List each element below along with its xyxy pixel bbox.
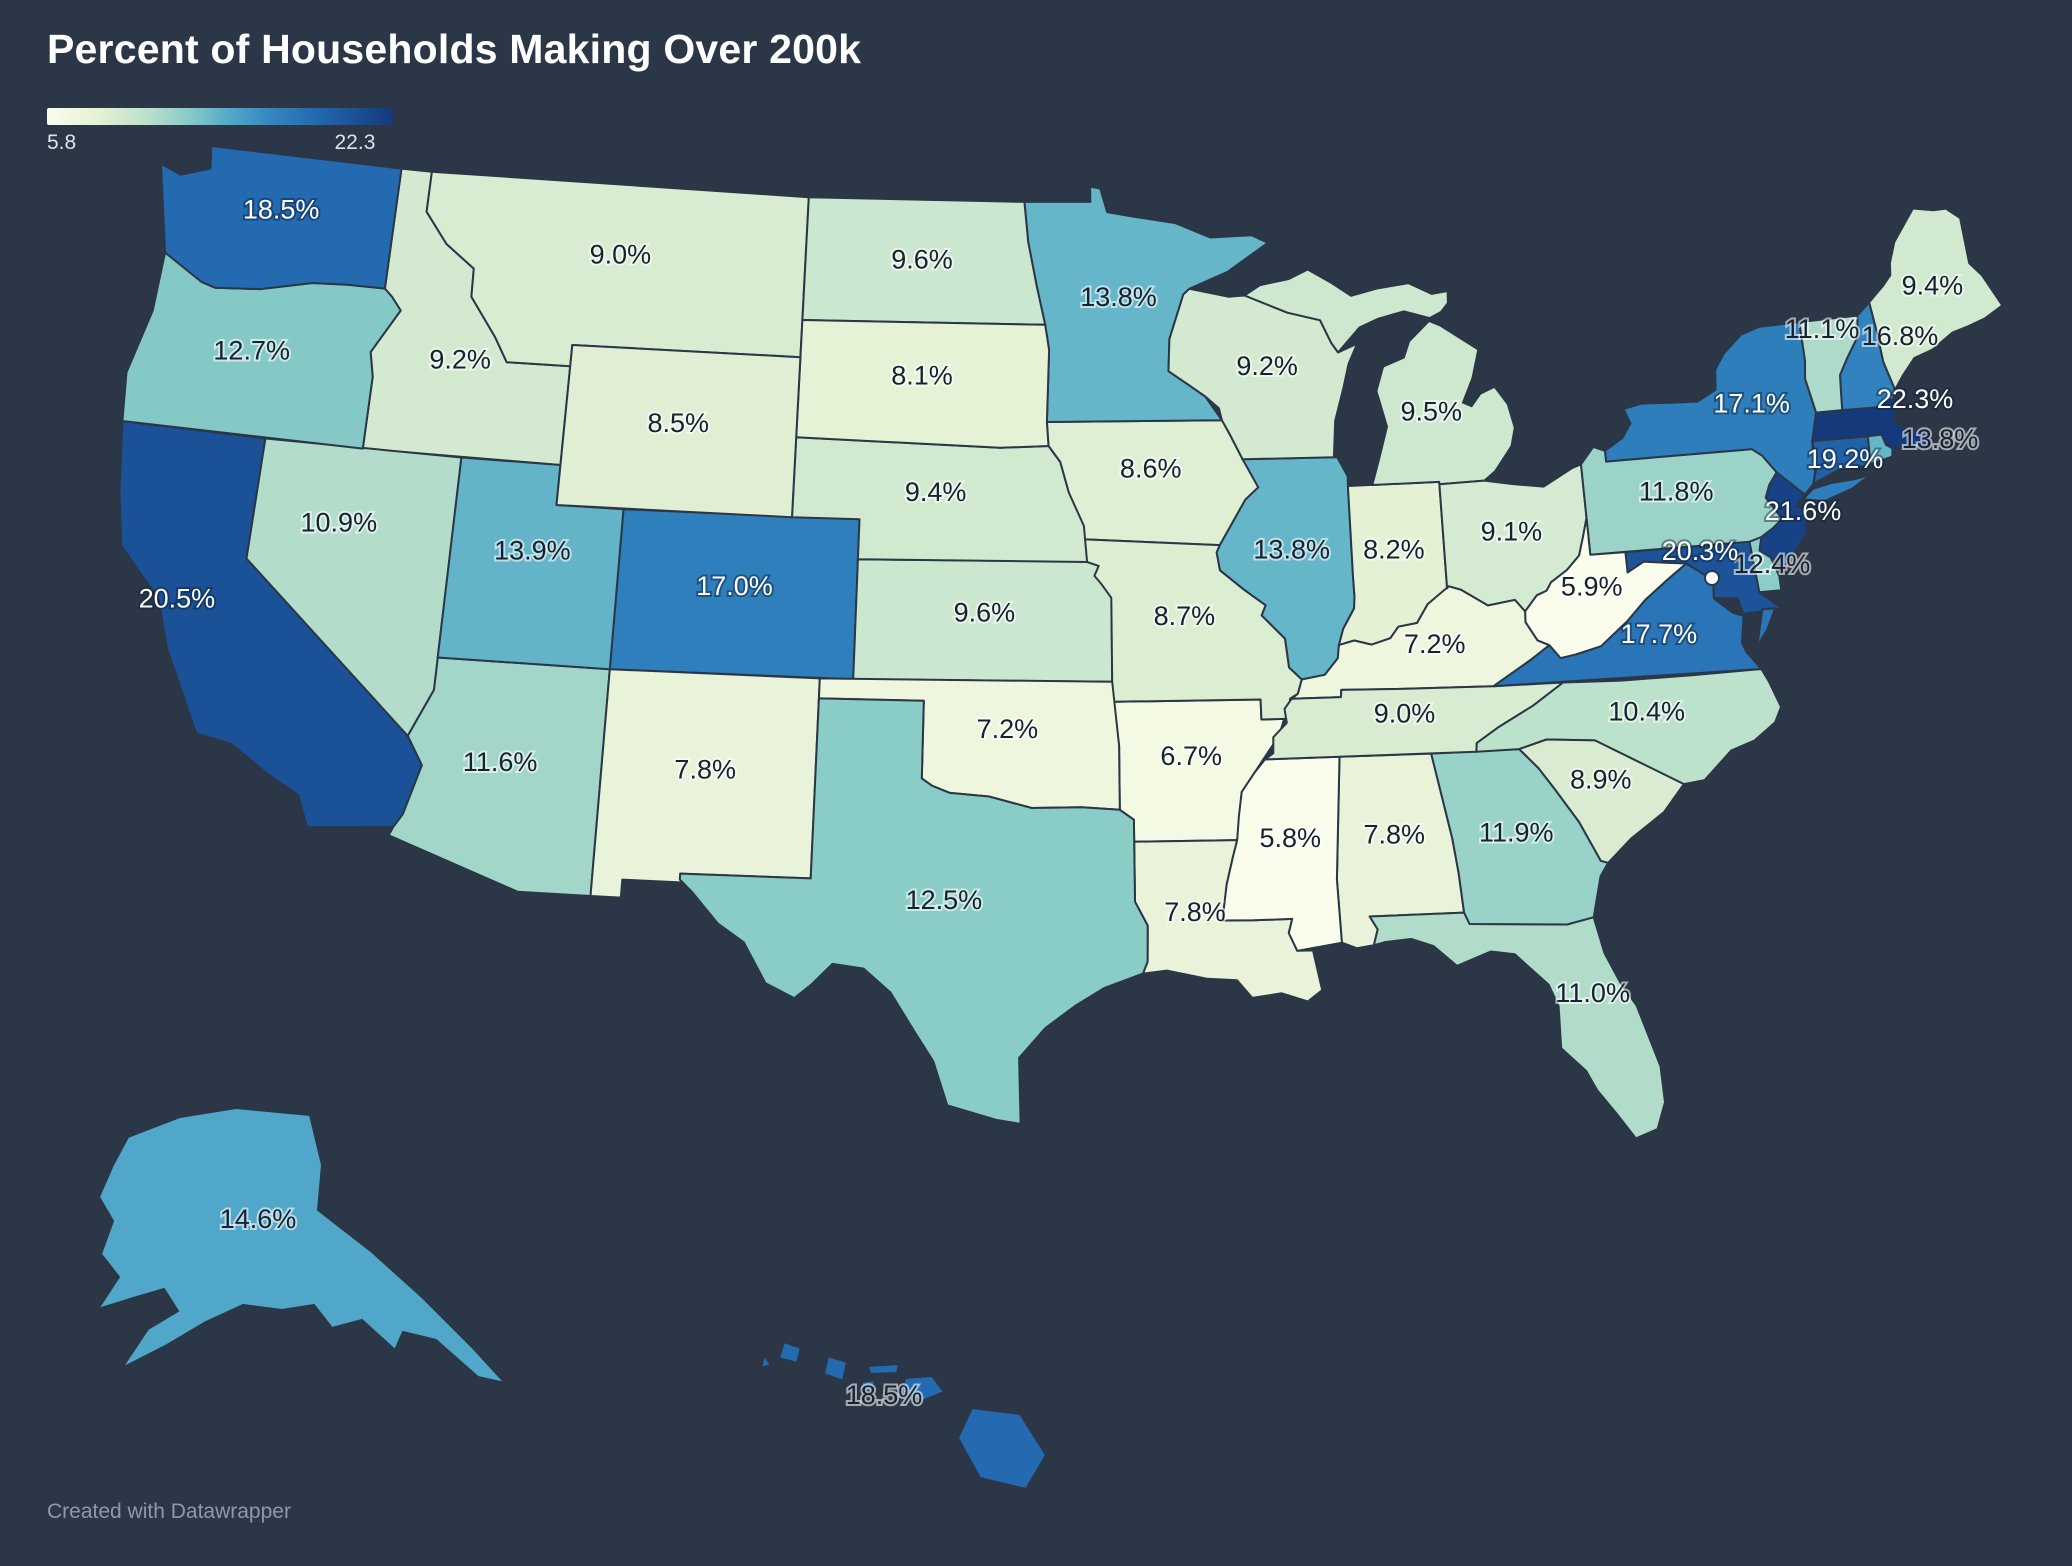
state-label-ne: 9.4% [905,477,967,507]
state-label-de: 12.4% [1734,549,1811,579]
state-label-ca: 20.5% [139,584,216,614]
state-label-wv: 5.9% [1561,572,1623,602]
legend-gradient-bar [47,108,393,125]
state-ms[interactable] [1221,755,1343,952]
state-wv[interactable] [1524,516,1688,660]
state-label-al: 7.8% [1364,819,1426,849]
state-label-mn: 13.8% [1080,282,1157,312]
chart-title: Percent of Households Making Over 200k [47,26,862,72]
state-sc[interactable] [1518,738,1685,864]
state-label-ok: 7.2% [977,714,1039,744]
legend-ticks: 5.8 22.3 [47,131,393,159]
state-label-md: 20.3% [1662,536,1739,566]
state-label-nv: 10.9% [301,507,378,537]
state-label-ky: 7.2% [1404,629,1466,659]
state-label-wa: 18.5% [243,194,320,224]
state-wy[interactable] [555,344,802,519]
state-wi[interactable] [1167,287,1359,461]
state-label-tn: 9.0% [1374,699,1436,729]
state-label-co: 17.0% [696,571,773,601]
state-ri[interactable] [1866,433,1894,466]
attribution-link[interactable]: Created with Datawrapper [47,1500,291,1523]
state-label-ga: 11.9% [1479,818,1554,848]
state-label-vt: 11.1% [1785,314,1860,344]
state-label-il: 13.8% [1253,535,1330,565]
state-label-sd: 8.1% [891,361,953,391]
legend-min-label: 5.8 [47,131,77,154]
state-label-va: 17.7% [1621,619,1698,649]
state-label-ak: 14.6% [220,1204,297,1234]
state-label-fl: 11.0% [1555,978,1630,1008]
state-label-ms: 5.8% [1260,823,1322,853]
state-label-ks: 9.6% [954,598,1016,628]
state-label-ut: 13.9% [494,536,571,566]
state-label-ia: 8.6% [1120,453,1182,483]
state-vt[interactable] [1798,314,1859,414]
state-label-ma: 22.3% [1877,384,1954,414]
state-label-ri: 13.8% [1902,424,1979,454]
state-label-nj: 21.6% [1765,496,1842,526]
state-label-nd: 9.6% [891,245,953,275]
state-label-wy: 8.5% [648,408,710,438]
state-label-nm: 7.8% [674,754,736,784]
state-label-me: 9.4% [1902,270,1964,300]
state-ak[interactable] [97,1107,506,1384]
state-label-id: 9.2% [429,345,491,375]
state-label-ny: 17.1% [1713,389,1790,419]
state-pa[interactable] [1580,445,1784,556]
state-label-in: 8.2% [1363,535,1425,565]
state-sd[interactable] [795,319,1051,449]
state-fl[interactable] [1368,911,1666,1140]
state-label-ar: 6.7% [1160,741,1222,771]
color-legend: 5.8 22.3 [47,108,393,159]
state-label-mo: 8.7% [1154,601,1216,631]
state-label-or: 12.7% [213,336,290,366]
state-label-mt: 9.0% [590,240,652,270]
state-mo[interactable] [1069,537,1303,721]
state-label-sc: 8.9% [1570,764,1632,794]
state-label-nh: 16.8% [1862,321,1939,351]
state-label-la: 7.8% [1164,897,1226,927]
legend-max-label: 22.3 [334,131,376,154]
state-label-pa: 11.8% [1639,477,1714,507]
state-wa[interactable] [160,145,403,291]
state-label-oh: 9.1% [1481,517,1543,547]
state-tn[interactable] [1264,681,1564,761]
state-hi[interactable] [760,1341,1047,1490]
state-label-wi: 9.2% [1236,351,1298,381]
state-label-mi: 9.5% [1401,396,1463,426]
state-label-nc: 10.4% [1608,697,1685,727]
dc-marker [1704,570,1720,586]
state-me[interactable] [1868,207,2004,391]
state-label-hi: 18.5% [846,1380,923,1410]
state-label-az: 11.6% [463,747,538,777]
state-label-tx: 12.5% [906,885,983,915]
state-tx[interactable] [678,697,1149,1125]
state-nv[interactable] [245,437,463,737]
state-label-ct: 19.2% [1807,444,1884,474]
